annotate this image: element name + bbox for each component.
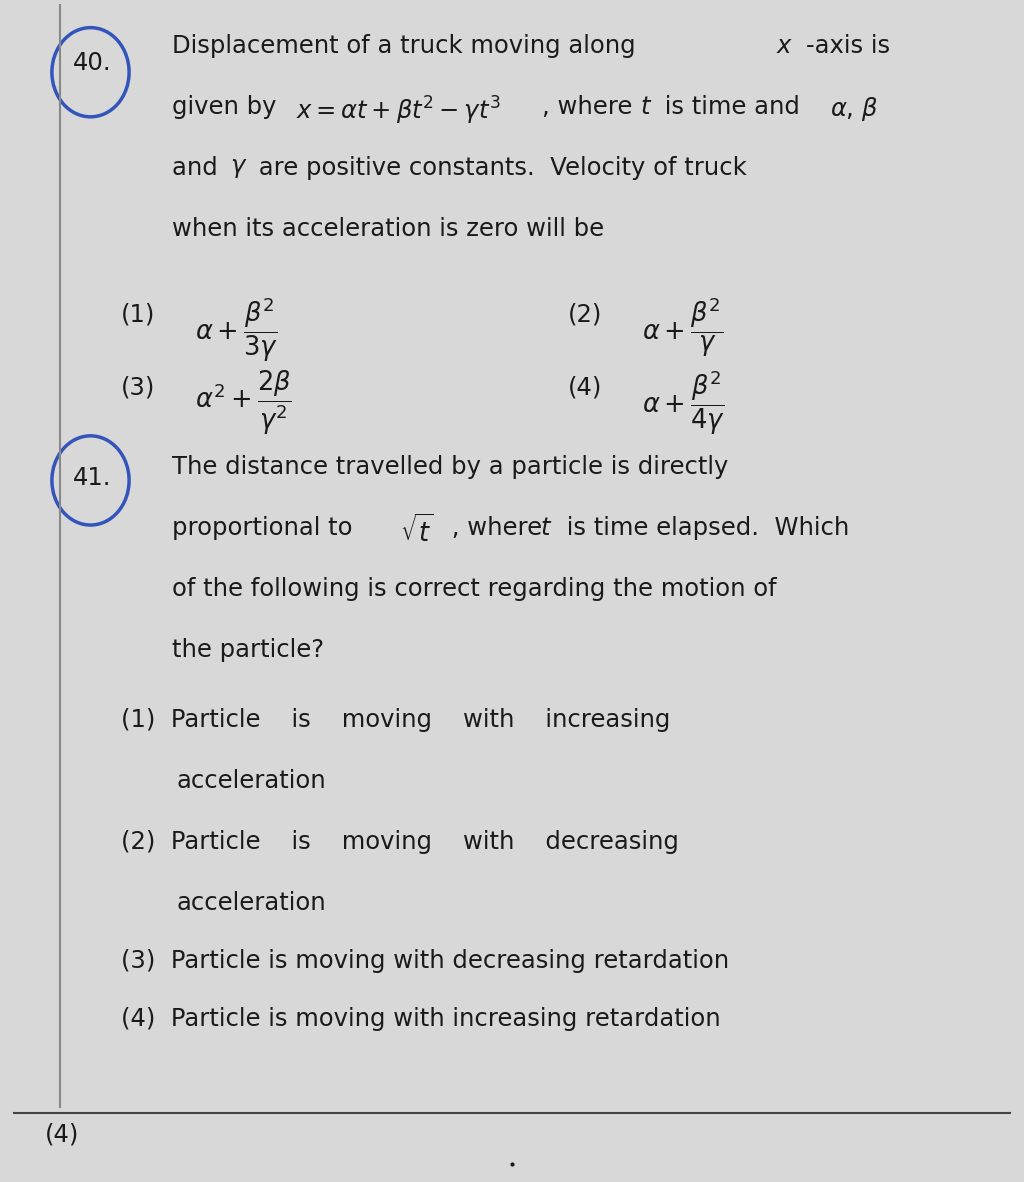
Text: The distance travelled by a particle is directly: The distance travelled by a particle is … [172,455,728,479]
Text: $\gamma$: $\gamma$ [229,156,247,180]
Text: Displacement of a truck moving along: Displacement of a truck moving along [172,33,643,58]
Text: , where: , where [444,515,550,540]
Text: proportional to: proportional to [172,515,360,540]
Text: is time and: is time and [657,95,808,118]
Text: the particle?: the particle? [172,638,324,662]
Text: given by: given by [172,95,284,118]
Text: $\sqrt{t}$: $\sqrt{t}$ [400,515,434,548]
Text: (2): (2) [568,303,602,326]
Text: 41.: 41. [74,466,112,491]
Text: (4)  Particle is moving with increasing retardation: (4) Particle is moving with increasing r… [121,1007,721,1031]
Text: $x$: $x$ [776,33,794,58]
Text: and: and [172,156,225,180]
Text: acceleration: acceleration [177,891,327,915]
Text: (1)  Particle    is    moving    with    increasing: (1) Particle is moving with increasing [121,708,671,732]
Text: (3): (3) [121,375,156,400]
Text: (1): (1) [121,303,156,326]
Text: $\alpha$, $\beta$: $\alpha$, $\beta$ [829,95,878,123]
Text: $t$: $t$ [640,95,652,118]
Text: when its acceleration is zero will be: when its acceleration is zero will be [172,216,604,241]
Text: $\alpha + \dfrac{\beta^2}{3\gamma}$: $\alpha + \dfrac{\beta^2}{3\gamma}$ [196,296,279,364]
Text: $\alpha^2 + \dfrac{2\beta}{\gamma^2}$: $\alpha^2 + \dfrac{2\beta}{\gamma^2}$ [196,369,292,437]
Text: is time elapsed.  Which: is time elapsed. Which [559,515,849,540]
Text: (4): (4) [45,1123,79,1147]
Text: (3)  Particle is moving with decreasing retardation: (3) Particle is moving with decreasing r… [121,949,729,973]
Text: (2)  Particle    is    moving    with    decreasing: (2) Particle is moving with decreasing [121,830,679,853]
Text: $\alpha + \dfrac{\beta^2}{4\gamma}$: $\alpha + \dfrac{\beta^2}{4\gamma}$ [642,369,725,437]
Text: 40.: 40. [74,51,112,74]
Text: -axis is: -axis is [806,33,890,58]
Text: (4): (4) [568,375,602,400]
Text: $\alpha + \dfrac{\beta^2}{\gamma}$: $\alpha + \dfrac{\beta^2}{\gamma}$ [642,296,723,358]
Text: $x = \alpha t + \beta t^2 - \gamma t^3$: $x = \alpha t + \beta t^2 - \gamma t^3$ [296,95,501,126]
Text: , where: , where [543,95,641,118]
Text: of the following is correct regarding the motion of: of the following is correct regarding th… [172,577,776,600]
Text: are positive constants.  Velocity of truck: are positive constants. Velocity of truc… [251,156,746,180]
Text: $t$: $t$ [541,515,553,540]
Text: acceleration: acceleration [177,769,327,793]
